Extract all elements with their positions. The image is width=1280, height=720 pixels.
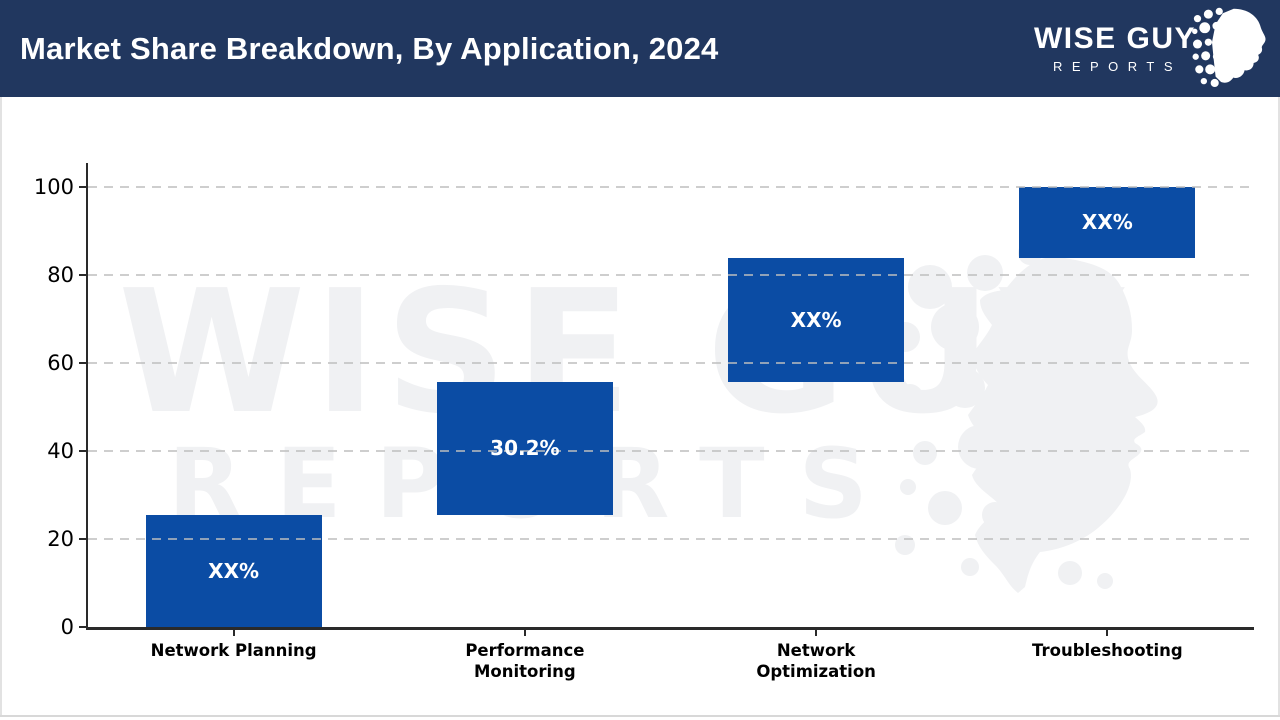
gridline (88, 274, 1253, 276)
x-category-label: Network Planning (150, 641, 317, 660)
bar-value-label: 30.2% (490, 436, 560, 461)
bar-value-label: XX% (790, 307, 842, 332)
logo-face-icon (1192, 7, 1266, 88)
y-tick-label: 100 (33, 175, 74, 199)
bar-segment (145, 514, 322, 627)
x-tick-mark (815, 627, 818, 636)
y-tick-label: 40 (47, 439, 74, 463)
x-category-label: Network Optimization (756, 641, 876, 681)
x-tick-mark (232, 627, 235, 636)
y-tick-label: 20 (47, 527, 74, 551)
bar-segment (1019, 187, 1196, 258)
brand-logo: WISE GUY REPORTS (1006, 6, 1268, 92)
gridline (88, 538, 1253, 540)
x-category-label: Performance Monitoring (465, 641, 585, 681)
y-tick-mark (79, 274, 88, 276)
y-tick-mark (79, 538, 88, 540)
bar-segment (728, 257, 905, 382)
y-tick-mark (79, 362, 88, 364)
logo-subtext: REPORTS (1052, 59, 1183, 74)
header-bar: Market Share Breakdown, By Application, … (0, 0, 1280, 97)
y-tick-mark (79, 626, 88, 628)
bar-value-label: XX% (208, 558, 260, 583)
bar-segment (436, 381, 613, 515)
x-axis-line (86, 627, 1254, 630)
frame-line-bottom (0, 715, 1280, 717)
frame-line-left (0, 97, 2, 716)
x-tick-mark (523, 627, 526, 636)
logo-name-text: WISE GUY (1033, 22, 1196, 55)
gridline (88, 450, 1253, 452)
watermark-text-line1: WISE GUY (118, 254, 1132, 452)
y-tick-mark (79, 450, 88, 452)
page-title: Market Share Breakdown, By Application, … (20, 30, 719, 66)
gridline (88, 362, 1253, 364)
y-tick-mark (79, 186, 88, 188)
y-tick-label: 0 (60, 615, 74, 639)
frame-line-right (1278, 97, 1280, 716)
gridline (88, 186, 1253, 188)
y-axis-line (86, 163, 88, 629)
bar-value-label: XX% (1081, 210, 1133, 235)
logo-wordmark: WISE GUY REPORTS (1034, 22, 1196, 74)
x-tick-mark (1106, 627, 1109, 636)
y-tick-label: 60 (47, 351, 74, 375)
x-category-label: Troubleshooting (1032, 641, 1183, 660)
y-tick-label: 80 (47, 263, 74, 287)
